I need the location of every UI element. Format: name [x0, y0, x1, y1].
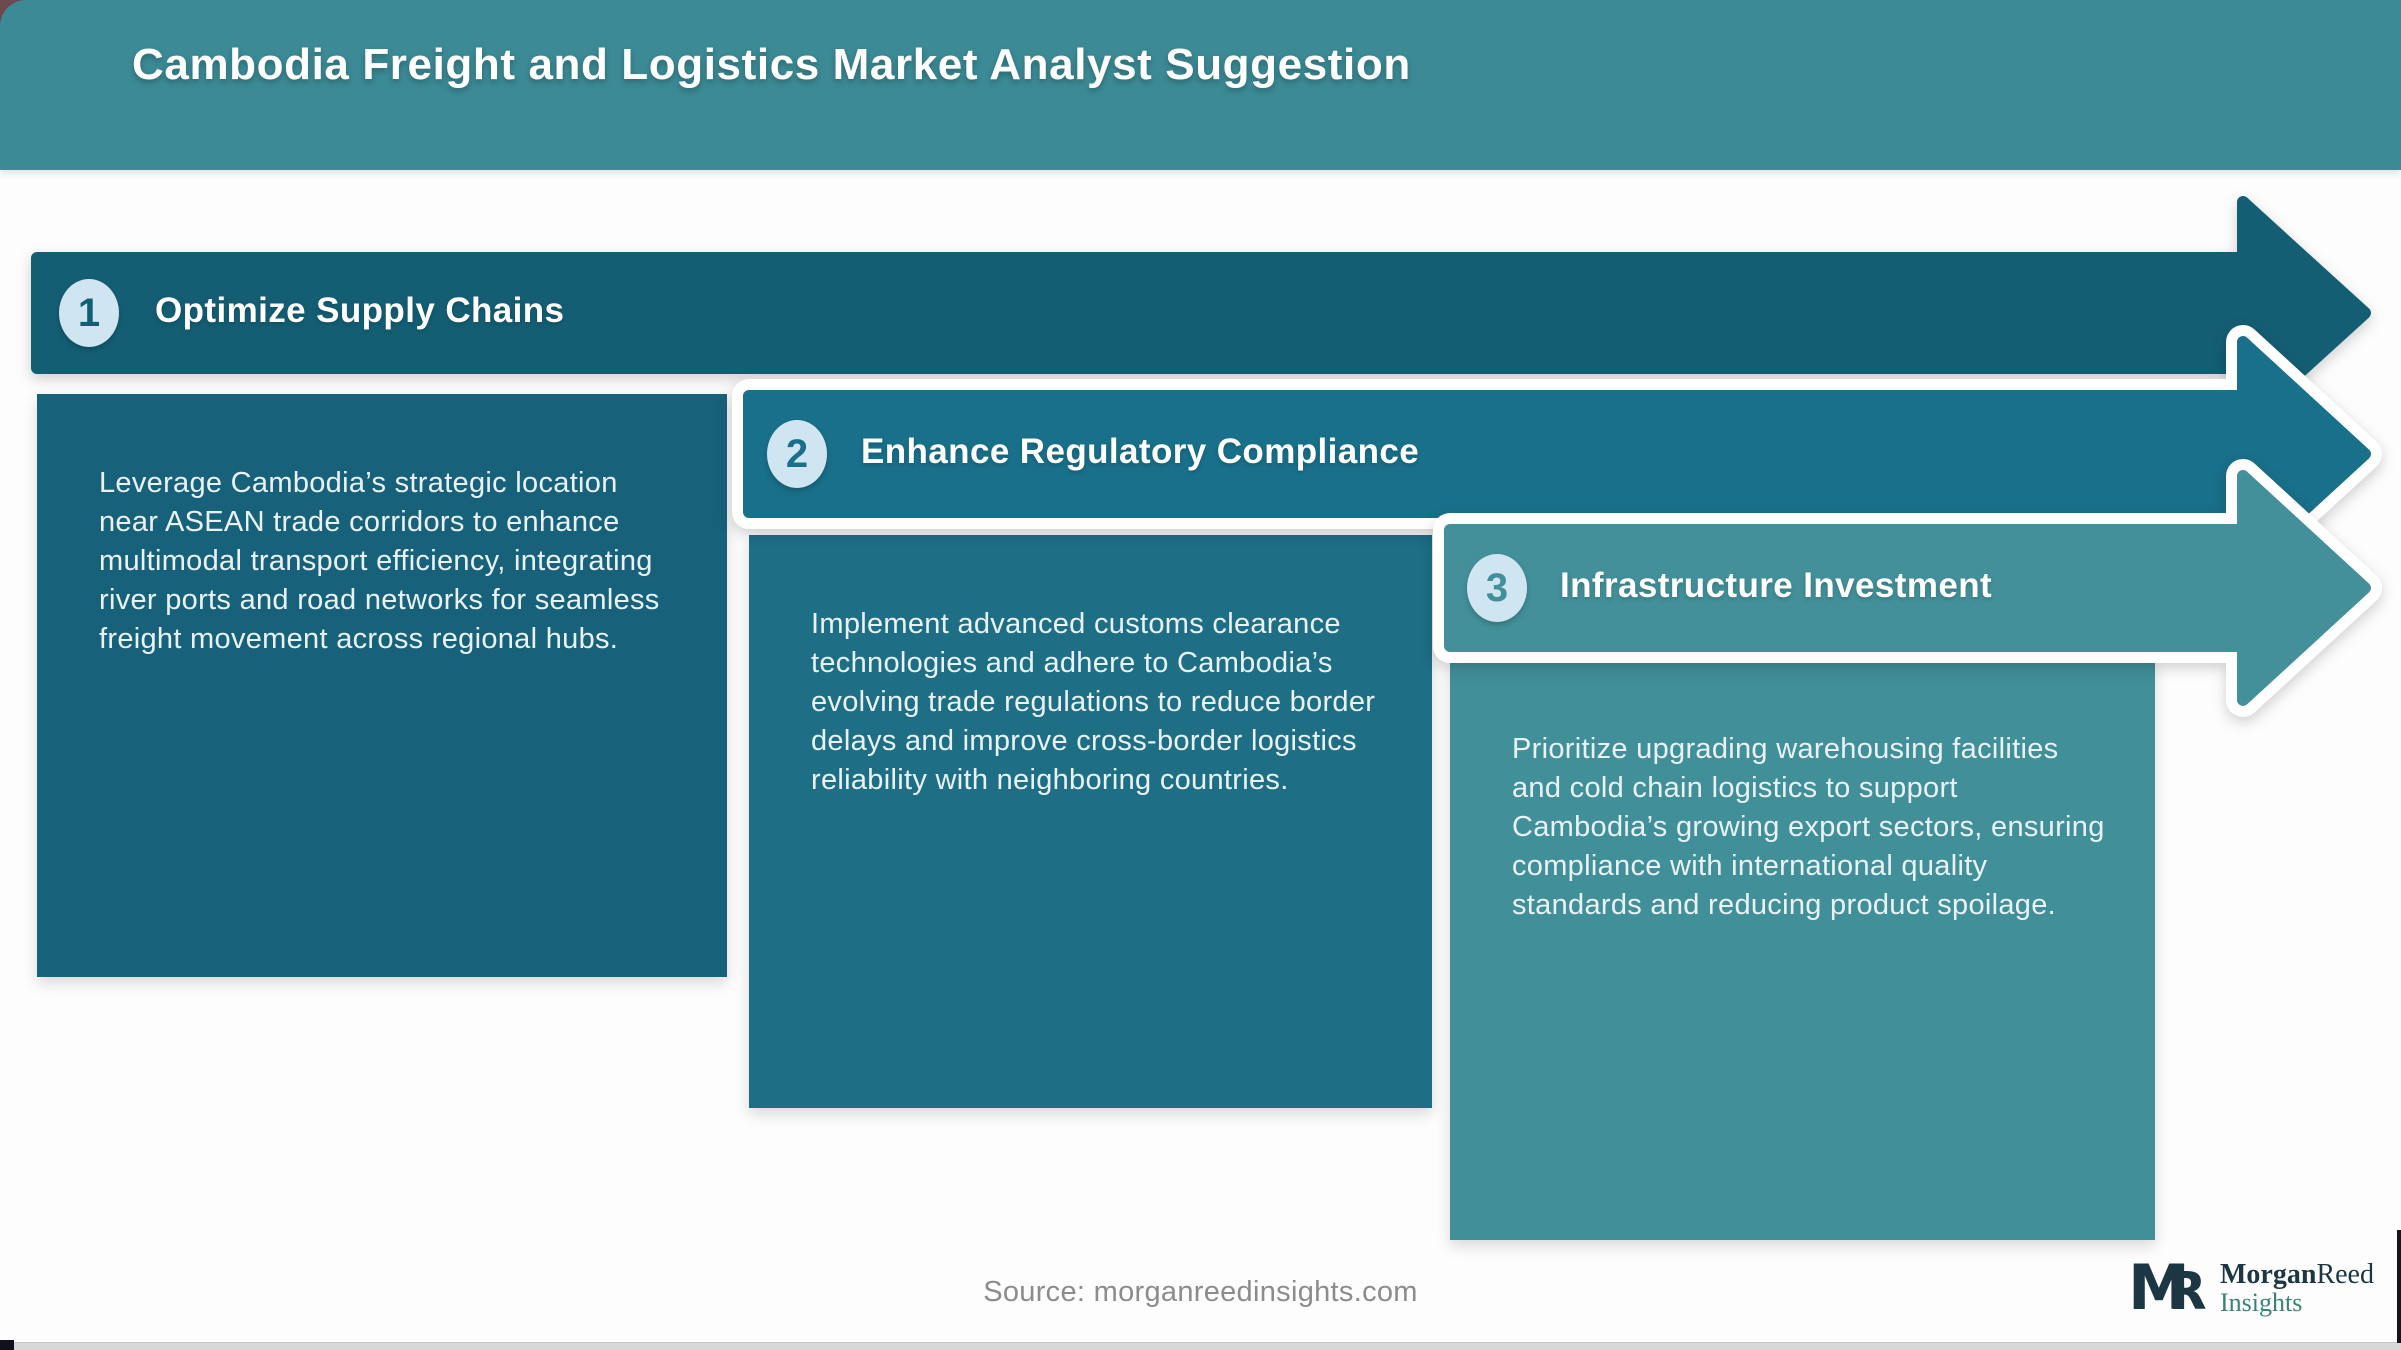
- header: Cambodia Freight and Logistics Market An…: [0, 0, 2401, 170]
- mr-monogram-icon: M R: [2128, 1257, 2207, 1321]
- step-2-label: Enhance Regulatory Compliance: [861, 432, 1420, 471]
- step-1-description-box: Leverage Cambodia’s strategic location n…: [37, 394, 727, 977]
- bottom-edge-strip: [0, 1342, 2401, 1350]
- step-2-description: Implement advanced customs clearance tec…: [811, 608, 1376, 796]
- page-title: Cambodia Freight and Logistics Market An…: [132, 40, 1411, 89]
- logo-tagline: Insights: [2220, 1288, 2303, 1317]
- logo-name: MorganReed: [2220, 1260, 2374, 1290]
- monogram-r: R: [2167, 1262, 2207, 1321]
- bottom-left-artifact: [0, 1340, 14, 1350]
- logo-name-bold: Morgan: [2220, 1259, 2317, 1290]
- right-edge-artifact: [2397, 1230, 2401, 1343]
- step-3-label: Infrastructure Investment: [1560, 566, 1993, 605]
- step-2-number-badge: 2: [767, 420, 827, 488]
- morganreed-logo: M R MorganReed Insights: [2128, 1254, 2374, 1324]
- source-attribution: Source: morganreedinsights.com: [983, 1276, 1418, 1308]
- step-3-description-box: Prioritize upgrading warehousing facilit…: [1450, 660, 2155, 1240]
- step-1-number-badge: 1: [59, 279, 119, 347]
- step-3-description: Prioritize upgrading warehousing facilit…: [1512, 733, 2105, 921]
- step-1-description: Leverage Cambodia’s strategic location n…: [99, 467, 660, 655]
- step-1-label: Optimize Supply Chains: [155, 291, 565, 330]
- step-3-number-badge: 3: [1467, 554, 1527, 622]
- logo-text: MorganReed Insights: [2220, 1260, 2374, 1318]
- step-2-description-box: Implement advanced customs clearance tec…: [749, 535, 1432, 1108]
- monogram-m: M: [2128, 1257, 2190, 1321]
- logo-name-regular: Reed: [2316, 1259, 2374, 1290]
